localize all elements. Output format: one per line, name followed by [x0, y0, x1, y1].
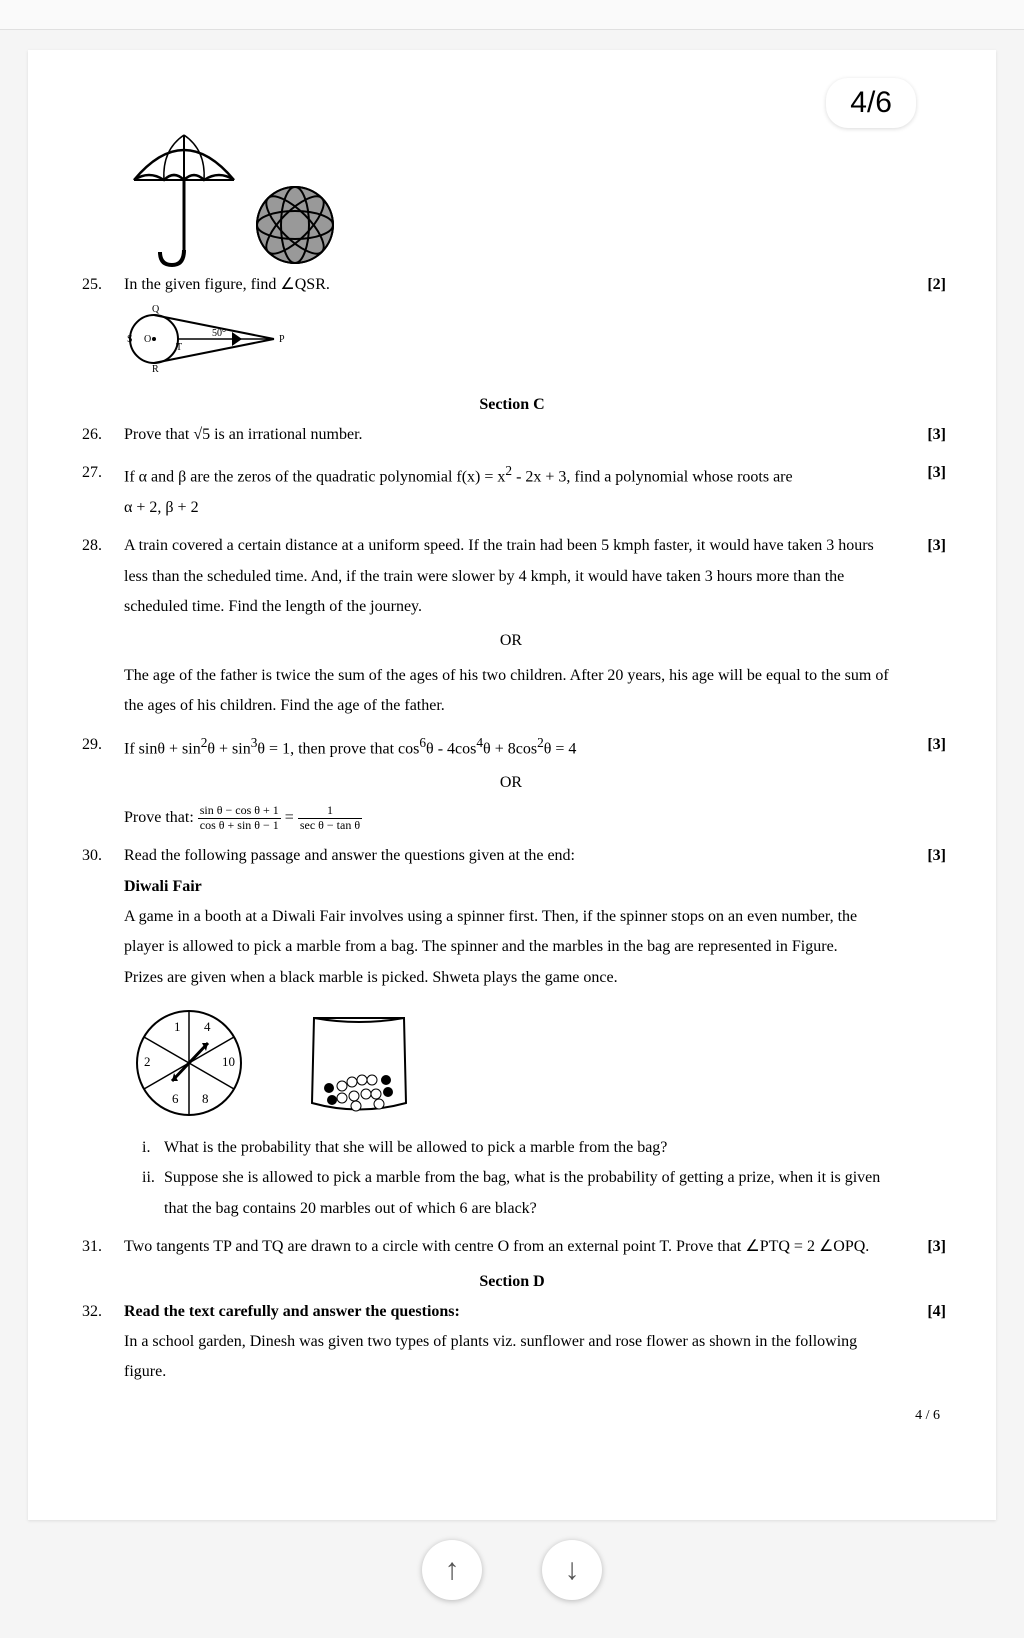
svg-text:50°: 50°	[212, 328, 226, 339]
svg-text:8: 8	[202, 1091, 209, 1106]
q29-c: θ = 1, then prove that cos	[257, 740, 419, 757]
q29-f2n: 1	[298, 804, 362, 818]
svg-text:6: 6	[172, 1091, 179, 1106]
nav-up-button[interactable]: ↑	[422, 1540, 482, 1600]
svg-text:T: T	[176, 342, 182, 353]
question-31: 31. Two tangents TP and TQ are drawn to …	[78, 1232, 946, 1262]
nav-down-button[interactable]: ↓	[542, 1540, 602, 1600]
q26-text-b: is an irrational number.	[210, 426, 362, 443]
question-27: 27. If α and β are the zeros of the quad…	[78, 458, 946, 523]
umbrella-icon	[124, 130, 244, 270]
svg-text:Q: Q	[152, 304, 160, 315]
q26-root: √5	[193, 426, 210, 443]
q28-number: 28.	[78, 531, 124, 721]
q28-or: OR	[124, 626, 898, 656]
svg-text:4: 4	[204, 1019, 211, 1034]
svg-text:P: P	[279, 334, 285, 345]
q30-marks: [3]	[927, 841, 946, 871]
q25-text: In the given figure, find ∠QSR.	[124, 276, 330, 293]
question-30: 30. Read the following passage and answe…	[78, 841, 946, 1224]
q28-alt: The age of the father is twice the sum o…	[124, 661, 898, 722]
section-c-heading: Section C	[78, 396, 946, 414]
q27-number: 27.	[78, 458, 124, 523]
q30-number: 30.	[78, 841, 124, 1224]
q26-text-a: Prove that	[124, 426, 193, 443]
q30-lead: Read the following passage and answer th…	[124, 847, 575, 864]
spinner-diagram: 1 4 2 10 6 8	[124, 1003, 254, 1123]
section-d-heading: Section D	[78, 1273, 946, 1291]
q32-marks: [4]	[927, 1297, 946, 1327]
q27-l1a: If α and β are the zeros of the quadrati…	[124, 469, 505, 486]
q30-title: Diwali Fair	[124, 872, 898, 902]
q30-i-text: What is the probability that she will be…	[164, 1133, 667, 1163]
svg-text:R: R	[152, 364, 159, 374]
q29-e: θ + 8cos	[483, 740, 537, 757]
q25-circle-diagram: Q S O T R P 50°	[124, 304, 294, 374]
marble-bag-diagram	[294, 1008, 424, 1118]
q30-ii-text: Suppose she is allowed to pick a marble …	[164, 1163, 898, 1224]
q29-alt: Prove that: sin θ − cos θ + 1cos θ + sin…	[124, 803, 898, 833]
q31-text: Two tangents TP and TQ are drawn to a ci…	[124, 1238, 869, 1255]
q25-marks: [2]	[927, 270, 946, 300]
question-29: 29. If sinθ + sin2θ + sin3θ = 1, then pr…	[78, 730, 946, 834]
page-indicator-badge: 4/6	[826, 78, 916, 128]
q29-f1n: sin θ − cos θ + 1	[198, 804, 281, 818]
top-toolbar	[0, 0, 1024, 30]
q29-alt-lead: Prove that:	[124, 809, 198, 826]
q29-eq: =	[285, 809, 298, 826]
q25-number: 25.	[78, 270, 124, 386]
q29-marks: [3]	[927, 730, 946, 760]
arrow-up-icon: ↑	[445, 1553, 460, 1587]
nav-controls: ↑ ↓	[0, 1540, 1024, 1600]
question-25: 25. In the given figure, find ∠QSR. [2] …	[78, 270, 946, 386]
question-28: 28. A train covered a certain distance a…	[78, 531, 946, 721]
svg-text:S: S	[127, 334, 133, 345]
q32-number: 32.	[78, 1297, 124, 1388]
q25-figures	[124, 130, 946, 270]
svg-text:2: 2	[144, 1054, 151, 1069]
q30-i: i.What is the probability that she will …	[124, 1133, 898, 1163]
q29-d: θ - 4cos	[426, 740, 476, 757]
footer-page-number: 4 / 6	[78, 1408, 946, 1424]
svg-text:O: O	[144, 334, 151, 345]
q29-number: 29.	[78, 730, 124, 834]
q30-p1: A game in a booth at a Diwali Fair invol…	[124, 902, 898, 963]
q29-a: If sinθ + sin	[124, 740, 201, 757]
q30-p2: Prizes are given when a black marble is …	[124, 963, 898, 993]
q30-figures: 1 4 2 10 6 8	[124, 1003, 898, 1123]
q29-or: OR	[124, 768, 898, 798]
q27-l1b: - 2x + 3, find a polynomial whose roots …	[512, 469, 793, 486]
q29-f1d: cos θ + sin θ − 1	[198, 819, 281, 832]
q29-f2d: sec θ − tan θ	[298, 819, 362, 832]
q28-marks: [3]	[927, 531, 946, 561]
document-page: 4/6 25. In the given figure, fi	[28, 50, 996, 1520]
question-32: 32. Read the text carefully and answer t…	[78, 1297, 946, 1388]
q29-f: θ = 4	[544, 740, 577, 757]
question-26: 26. Prove that √5 is an irrational numbe…	[78, 420, 946, 450]
q31-number: 31.	[78, 1232, 124, 1262]
q27-line2: α + 2, β + 2	[124, 493, 898, 523]
q30-ii: ii.Suppose she is allowed to pick a marb…	[124, 1163, 898, 1224]
q28-text: A train covered a certain distance at a …	[124, 537, 874, 615]
svg-text:10: 10	[222, 1054, 235, 1069]
q27-marks: [3]	[927, 458, 946, 488]
q26-number: 26.	[78, 420, 124, 450]
svg-text:1: 1	[174, 1019, 181, 1034]
q29-s2b: 2	[537, 735, 544, 750]
q31-marks: [3]	[927, 1232, 946, 1262]
q29-b: θ + sin	[207, 740, 250, 757]
q32-lead: Read the text carefully and answer the q…	[124, 1303, 460, 1320]
q32-text: In a school garden, Dinesh was given two…	[124, 1327, 898, 1388]
q26-marks: [3]	[927, 420, 946, 450]
wheel-icon	[250, 180, 340, 270]
arrow-down-icon: ↓	[565, 1553, 580, 1587]
